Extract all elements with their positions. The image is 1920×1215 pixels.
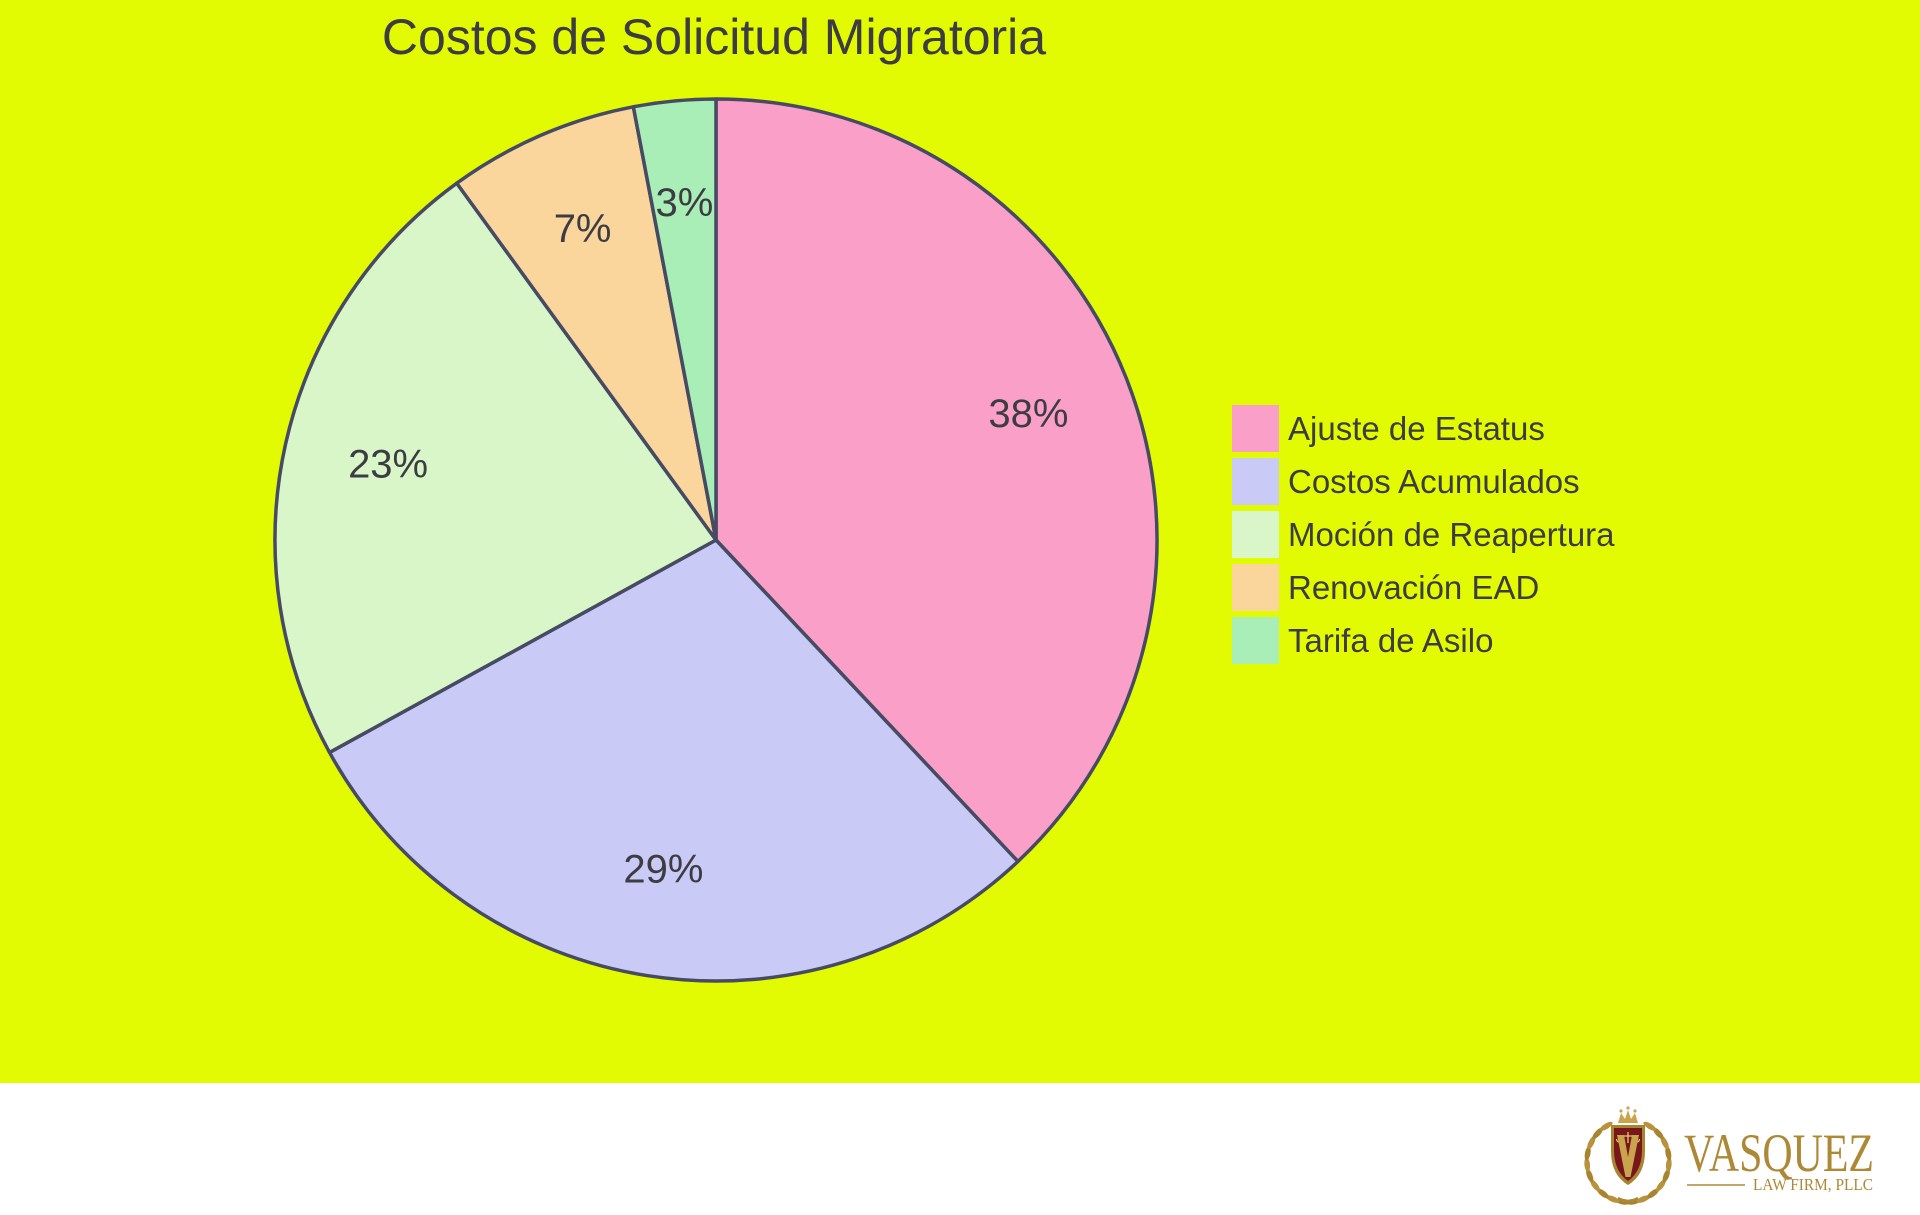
pie-slice-label: 23% (348, 442, 428, 486)
pie-slice-mocion-de-reapertura (273, 181, 718, 755)
laurel-leaf-icon (1665, 1146, 1672, 1161)
law-firm-logo: VASQUEZ LAW FIRM, PLLC (1584, 1106, 1874, 1205)
laurel-leaf-icon (1665, 1157, 1672, 1172)
laurel-leaf-icon (1653, 1127, 1664, 1140)
laurel-leaf-icon (1590, 1179, 1600, 1192)
legend-swatch-icon (1232, 511, 1279, 558)
letter-v-icon (1617, 1135, 1639, 1177)
laurel-leaf-icon (1586, 1168, 1594, 1183)
pie-slice-tarifa-de-asilo (631, 97, 718, 542)
legend-swatch-icon (1232, 617, 1279, 664)
legend: Ajuste de Estatus Costos Acumulados Moci… (1232, 405, 1615, 664)
footer-bar: VASQUEZ LAW FIRM, PLLC (0, 1083, 1920, 1215)
logo-crest-icon (1584, 1106, 1672, 1205)
legend-label: Ajuste de Estatus (1288, 409, 1545, 447)
legend-item: Tarifa de Asilo (1232, 617, 1615, 664)
laurel-leaf-icon (1643, 1121, 1656, 1131)
laurel-leaf-icon (1584, 1146, 1591, 1161)
pie-slice-label: 38% (988, 392, 1068, 436)
pie-slice-ajuste-de-estatus (714, 97, 1159, 864)
legend-swatch-icon (1232, 405, 1279, 452)
legend-swatch-icon (1232, 564, 1279, 611)
pie-slice-label: 7% (554, 207, 612, 251)
pie-slice-renovacion-ead (455, 105, 718, 542)
laurel-leaf-icon (1584, 1157, 1591, 1172)
pie-slice-label: 29% (623, 847, 703, 891)
laurel-leaf-icon (1647, 1188, 1659, 1199)
laurel-leaf-icon (1600, 1121, 1613, 1131)
laurel-leaf-icon (1597, 1188, 1609, 1199)
laurel-leaf-icon (1662, 1168, 1670, 1183)
shield-icon (1611, 1125, 1645, 1185)
laurel-leaf-icon (1660, 1136, 1669, 1150)
legend-item: Moción de Reapertura (1232, 511, 1615, 558)
laurel-leaf-icon (1656, 1179, 1666, 1192)
pie-slice-label: 3% (655, 181, 713, 225)
legend-item: Costos Acumulados (1232, 458, 1615, 505)
laurel-leaf-icon (1606, 1195, 1620, 1203)
legend-label: Renovación EAD (1288, 568, 1540, 606)
legend-label: Tarifa de Asilo (1288, 621, 1494, 659)
legend-swatch-icon (1232, 458, 1279, 505)
laurel-leaf-icon (1636, 1195, 1650, 1203)
legend-label: Costos Acumulados (1288, 462, 1580, 500)
chart-title: Costos de Solicitud Migratoria (381, 9, 1047, 65)
crown-icon (1618, 1106, 1638, 1123)
logo-wordmark: VASQUEZ (1684, 1123, 1874, 1183)
laurel-leaf-icon (1592, 1127, 1603, 1140)
legend-item: Ajuste de Estatus (1232, 405, 1615, 452)
laurel-leaf-icon (1587, 1136, 1596, 1150)
pie-slice-costos-acumulados (327, 538, 1020, 983)
legend-label: Moción de Reapertura (1288, 515, 1615, 553)
logo-subtitle: LAW FIRM, PLLC (1753, 1175, 1873, 1194)
legend-item: Renovación EAD (1232, 564, 1615, 611)
